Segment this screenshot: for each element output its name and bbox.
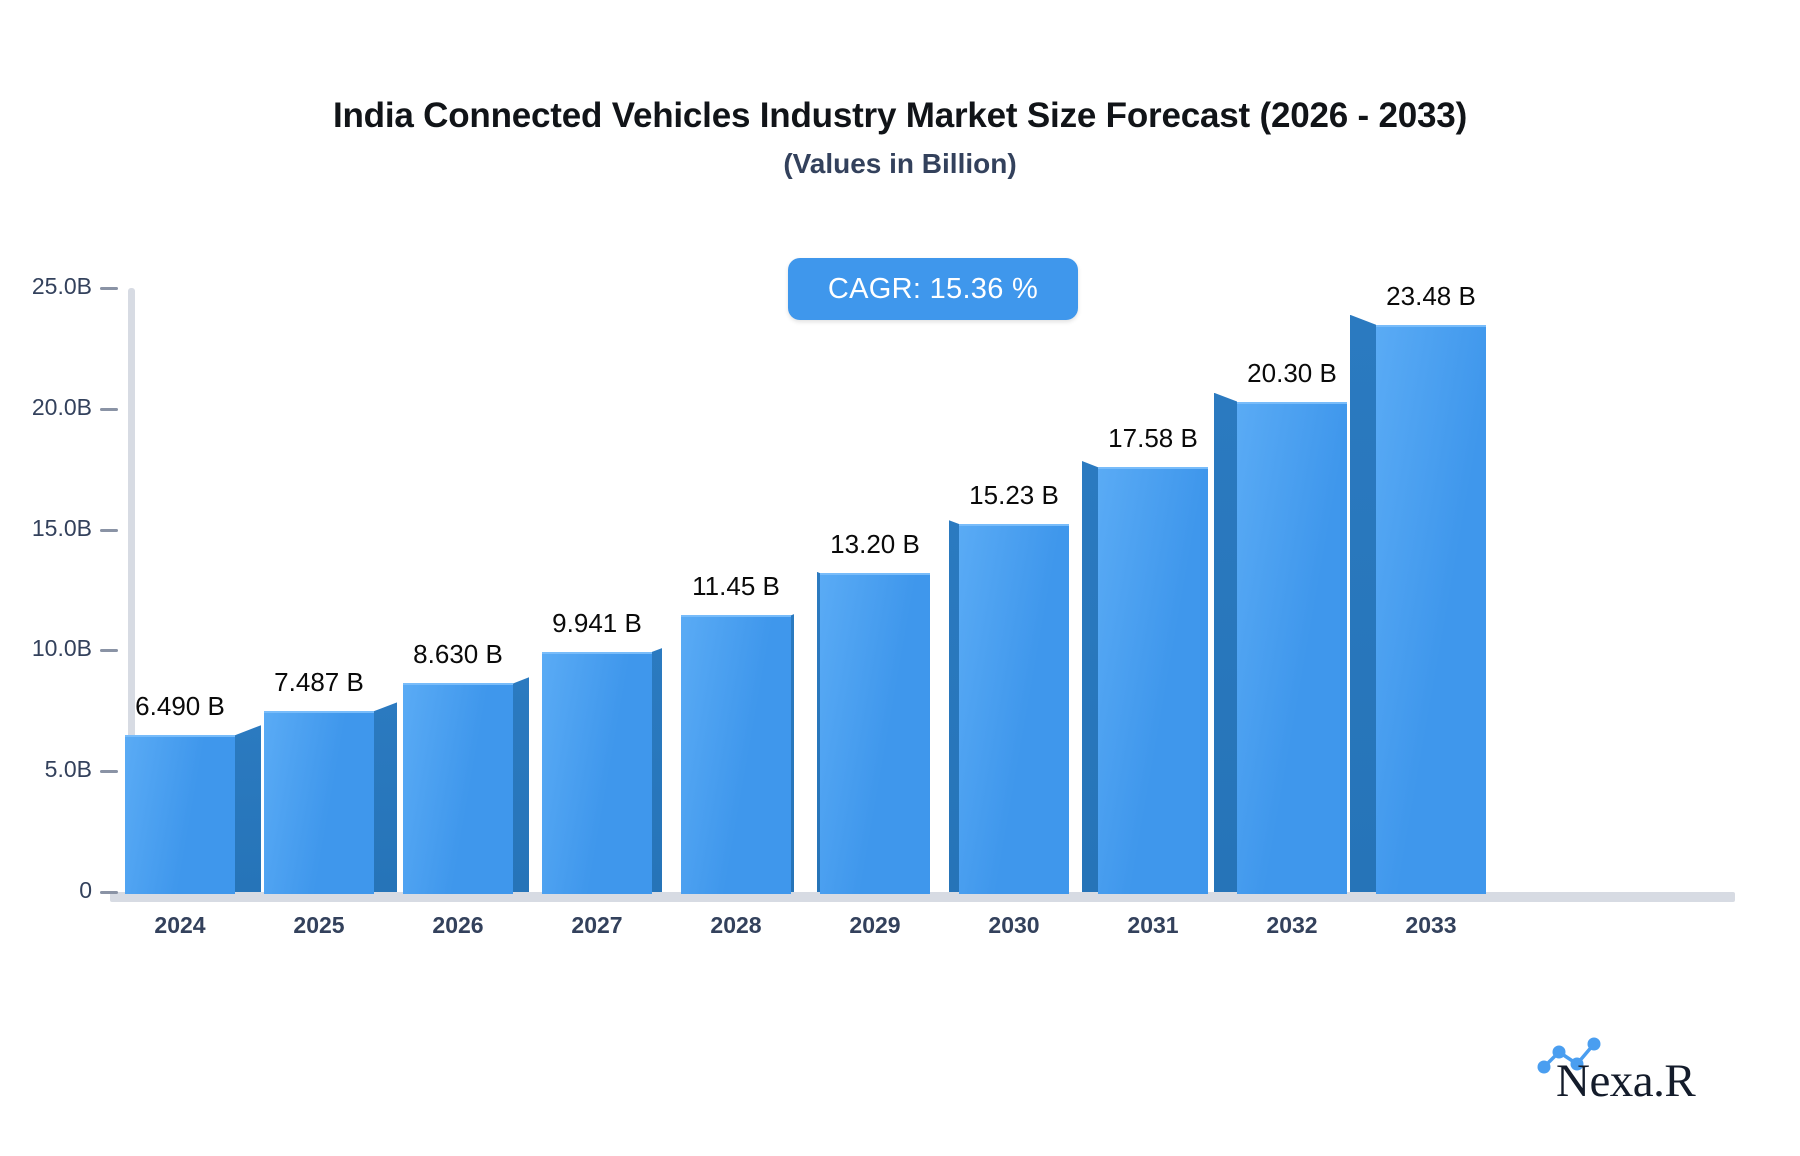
bar-value-label: 9.941 B xyxy=(552,607,642,638)
y-axis-tick-label: 5.0B xyxy=(44,756,92,783)
x-axis-tick-label: 2032 xyxy=(1266,912,1318,938)
bar-side-face xyxy=(1350,314,1376,892)
bar-front-face xyxy=(125,735,235,894)
bar-side-face xyxy=(1214,392,1237,892)
bar-side-face xyxy=(652,648,662,892)
bar-value-label: 11.45 B xyxy=(692,571,780,602)
x-axis-tick-label: 2025 xyxy=(293,912,345,938)
x-axis-tick-label: 2028 xyxy=(710,912,762,938)
bar-side-face xyxy=(374,702,397,892)
bar-value-label: 17.58 B xyxy=(1108,423,1198,454)
y-axis-tick-label: 15.0B xyxy=(31,514,92,541)
y-axis-tick-label: 0 xyxy=(79,877,92,903)
bar-side-face xyxy=(513,677,529,892)
bar-side-face xyxy=(235,725,261,892)
cagr-badge: CAGR: 15.36 % xyxy=(788,258,1078,320)
x-axis-tick-label: 2027 xyxy=(571,912,623,938)
chart-subtitle: (Values in Billion) xyxy=(783,148,1017,179)
x-axis-tick-label: 2024 xyxy=(154,912,206,938)
x-axis-tick-label: 2030 xyxy=(988,912,1040,938)
bar-value-label: 13.20 B xyxy=(830,529,920,560)
y-axis-tick-mark xyxy=(100,891,118,894)
y-axis-tick-mark xyxy=(100,287,118,290)
y-axis-tick-mark xyxy=(100,528,118,532)
page-title: India Connected Vehicles Industry Market… xyxy=(332,96,1468,135)
x-axis-baseline xyxy=(110,892,1735,902)
y-axis-tick-label: 20.0B xyxy=(31,393,92,420)
bar-value-label: 8.630 B xyxy=(413,639,503,670)
x-axis-tick-label: 2026 xyxy=(432,912,484,938)
cagr-badge-label: CAGR: 15.36 % xyxy=(827,272,1039,305)
y-axis-tick-mark xyxy=(100,407,118,411)
bar-front-face xyxy=(681,615,791,894)
bar-value-label: 7.487 B xyxy=(274,667,364,698)
line-chart-icon xyxy=(1537,1037,1601,1074)
brand-logo: Nexa.R xyxy=(1528,1032,1768,1128)
x-axis-tick-label: 2033 xyxy=(1405,912,1457,938)
brand-logo-text: Nexa.R xyxy=(1556,1055,1696,1107)
bar-value-label: 6.490 B xyxy=(135,691,225,722)
bar-front-face xyxy=(264,711,374,894)
bar-value-label: 23.48 B xyxy=(1386,280,1476,311)
y-axis-tick-mark xyxy=(100,649,118,653)
y-axis-tick-label: 10.0B xyxy=(31,635,92,662)
x-axis-tick-label: 2031 xyxy=(1127,912,1179,938)
y-axis-line xyxy=(128,288,135,898)
x-axis-tick-label: 2029 xyxy=(849,912,901,938)
bar-side-face xyxy=(791,614,794,892)
bar-side-face xyxy=(1082,461,1098,892)
bar-front-face xyxy=(820,573,930,894)
bar-front-face xyxy=(1376,324,1486,894)
y-axis-tick-label: 25.0B xyxy=(31,273,92,299)
bar-front-face xyxy=(403,683,513,894)
bar-value-label: 15.23 B xyxy=(969,480,1059,511)
bar-front-face xyxy=(1237,401,1347,894)
bar-front-face xyxy=(1098,467,1208,894)
bar-side-face xyxy=(949,520,959,892)
bar-front-face xyxy=(542,651,652,894)
y-axis-tick-mark xyxy=(100,770,118,774)
bar-value-label: 20.30 B xyxy=(1247,357,1337,388)
bar-side-face xyxy=(817,571,820,892)
bar-front-face xyxy=(959,524,1069,894)
